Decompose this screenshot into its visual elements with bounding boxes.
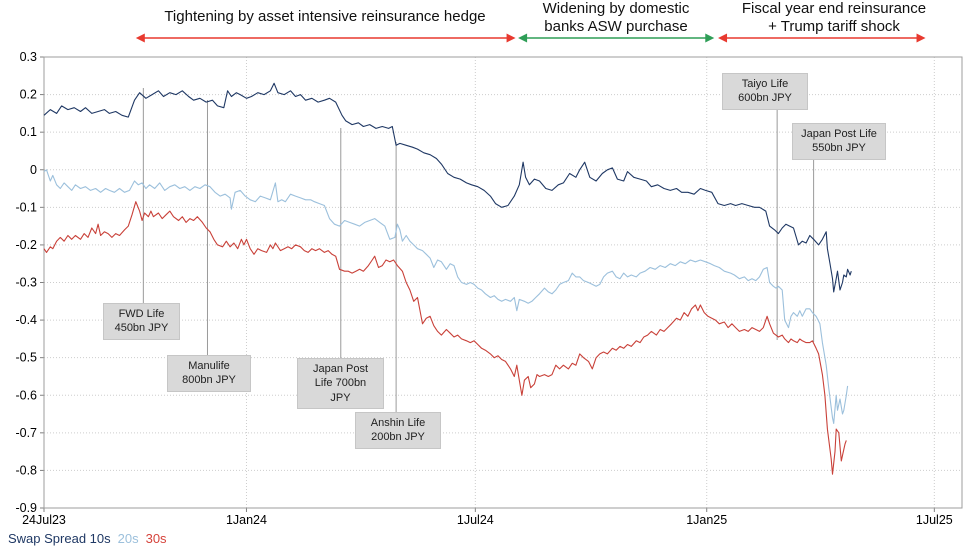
y-axis-tick-label: -0.8	[15, 463, 37, 477]
y-axis-tick-label: -0.7	[15, 426, 37, 440]
arrowhead-right-icon	[916, 33, 926, 43]
arrowhead-right-icon	[705, 33, 715, 43]
y-axis-tick-label: 0.3	[20, 50, 37, 64]
annotation-box-taiyo-life: Taiyo Life 600bn JPY	[722, 73, 808, 110]
arrowhead-right-icon	[506, 33, 516, 43]
y-axis-tick-label: -0.5	[15, 351, 37, 365]
x-axis-tick-label: 24Jul23	[22, 513, 66, 527]
series-line-10s	[43, 82, 852, 293]
x-axis-tick-label: 1Jul25	[916, 513, 953, 527]
annotation-box-anshin-life: Anshin Life 200bn JPY	[355, 412, 441, 449]
phase-label-fiscal-year-end: Fiscal year end reinsurance + Trump tari…	[741, 0, 927, 35]
y-axis-tick-label: 0.2	[20, 88, 37, 102]
annotation-box-fwd-life: FWD Life 450bn JPY	[103, 303, 180, 340]
arrowhead-left-icon	[518, 33, 528, 43]
y-axis-tick-label: -0.2	[15, 238, 37, 252]
y-axis-tick-label: -0.9	[15, 501, 37, 515]
arrowhead-left-icon	[718, 33, 728, 43]
y-axis-tick-label: 0.1	[20, 125, 37, 139]
y-axis-tick-label: -0.3	[15, 276, 37, 290]
x-axis-tick-label: 1Jul24	[457, 513, 494, 527]
legend-item-30s: 30s	[145, 531, 167, 546]
phase-label-tightening: Tightening by asset intensive reinsuranc…	[164, 8, 486, 25]
y-axis-tick-label: -0.4	[15, 313, 37, 327]
phase-label-widening: Widening by domestic banks ASW purchase	[542, 0, 690, 35]
x-axis-tick-label: 1Jan25	[686, 513, 727, 527]
y-axis-tick-label: 0	[30, 163, 37, 177]
chart-legend: Swap Spread 10s 20s 30s	[8, 531, 174, 546]
x-axis-tick-label: 1Jan24	[226, 513, 267, 527]
legend-item-10s: Swap Spread 10s	[8, 531, 111, 546]
series-line-20s	[43, 169, 849, 424]
legend-item-20s: 20s	[117, 531, 139, 546]
annotation-box-japan-post-life-700: Japan Post Life 700bn JPY	[297, 358, 384, 409]
series-line-30s	[43, 201, 847, 475]
annotation-box-manulife: Manulife 800bn JPY	[167, 355, 251, 392]
y-axis-tick-label: -0.6	[15, 388, 37, 402]
y-axis-tick-label: -0.1	[15, 200, 37, 214]
arrowhead-left-icon	[135, 33, 145, 43]
annotation-box-japan-post-life-550: Japan Post Life 550bn JPY	[792, 123, 886, 160]
